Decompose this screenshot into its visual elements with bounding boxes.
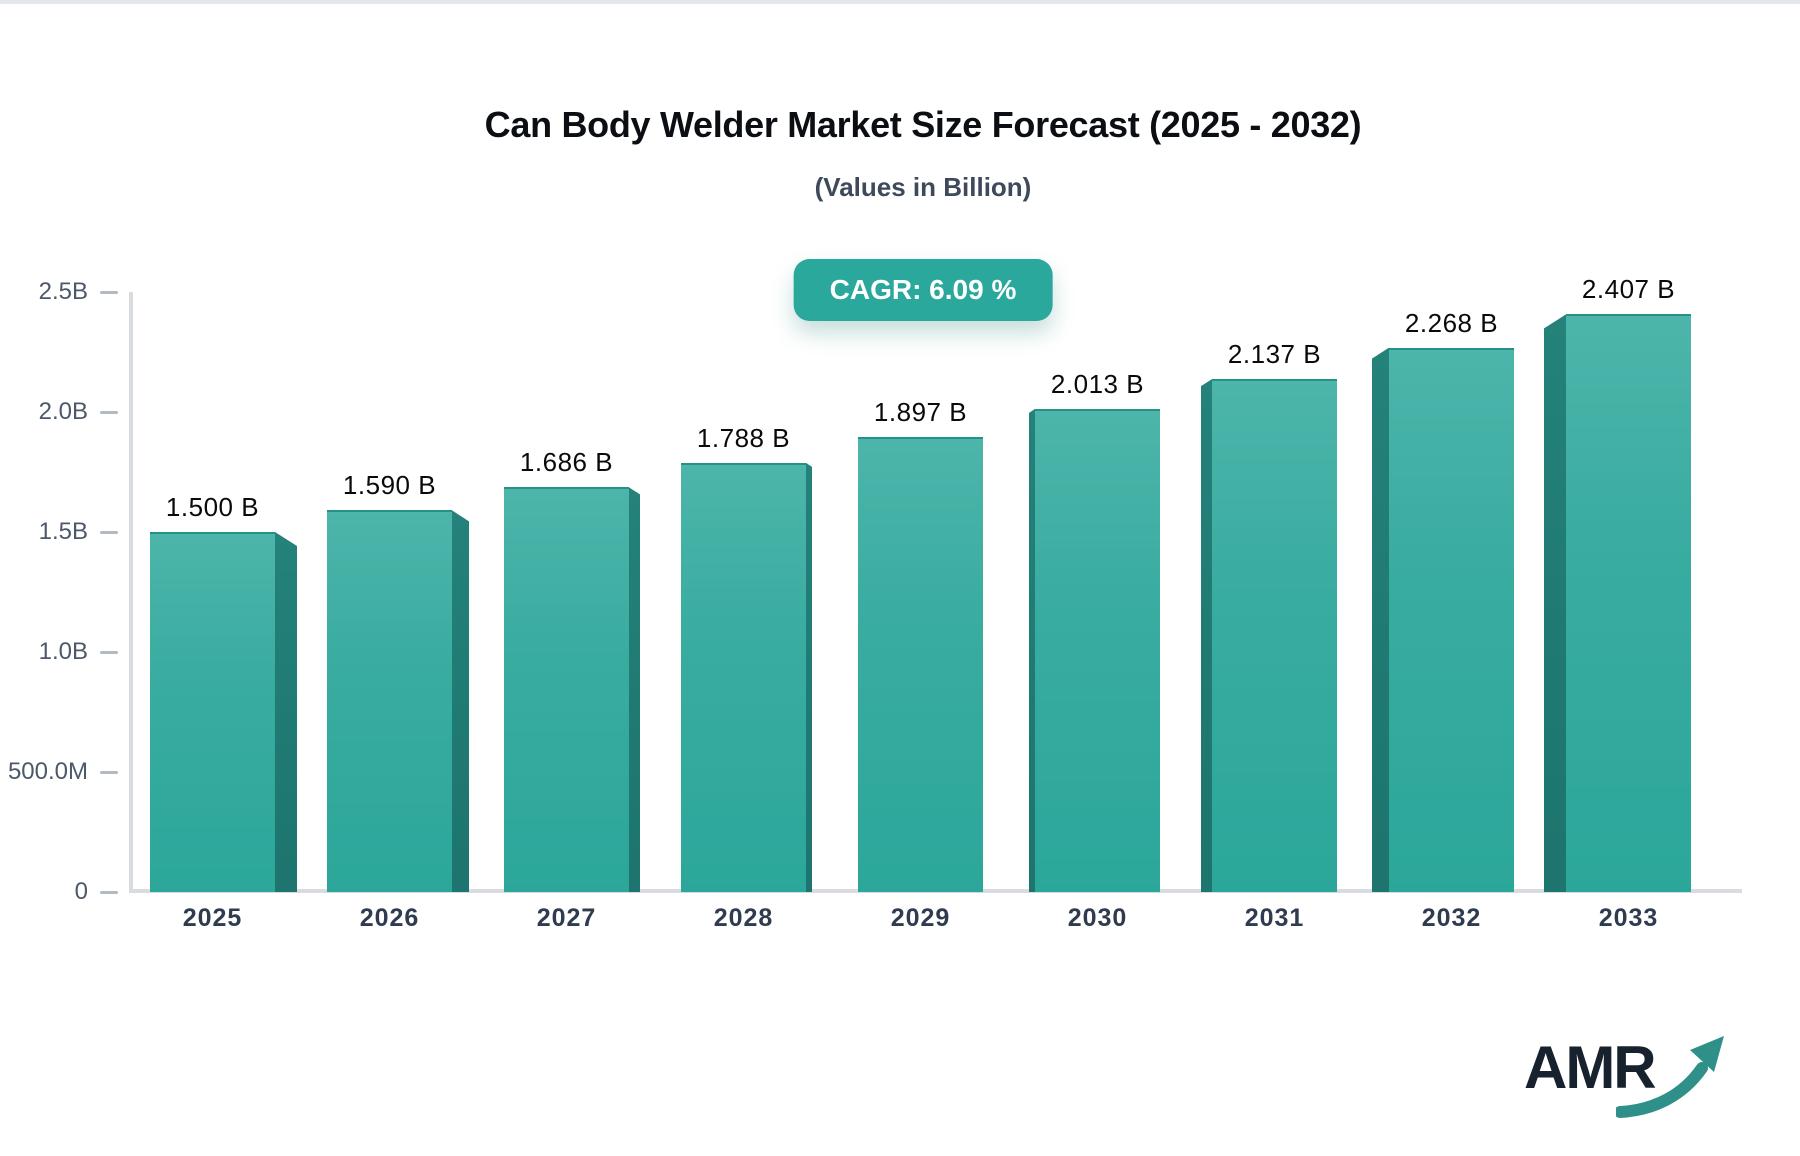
page-subtitle: (Values in Billion) [814,172,1032,202]
y-axis-tick [100,410,118,414]
x-axis-label-2028: 2028 [713,904,774,932]
bar-2031-side-face [1201,379,1212,892]
x-axis-label-2030: 2030 [1067,904,1128,932]
trend-up-arrow-icon [1616,1036,1724,1118]
y-axis-tick [100,650,118,654]
bar-value-label-2032: 2.268 B [1404,307,1499,338]
bar-value-label-2031: 2.137 B [1227,339,1322,370]
bar-2026[interactable] [327,510,452,892]
bar-2032-side-face [1372,347,1389,892]
bar-2033-side-face [1544,314,1566,892]
y-axis-label: 2.5B [38,278,88,305]
x-axis-label-2031: 2031 [1244,904,1305,932]
bar-value-label-2028: 1.788 B [696,422,791,453]
bar-2032[interactable] [1389,347,1514,892]
y-axis-label: 0 [74,878,88,905]
bar-value-label-2025: 1.500 B [165,492,260,522]
x-axis-label-2025: 2025 [182,904,243,932]
y-axis-label: 1.0B [38,638,88,665]
bar-2026-side-face [452,510,469,892]
bar-2027-side-face [629,487,640,892]
x-axis-label-2032: 2032 [1421,904,1482,932]
amr-logo-text: AMR [1524,1034,1657,1101]
bar-2033[interactable] [1566,314,1691,892]
page-title: Can Body Welder Market Size Forecast (20… [484,104,1362,145]
y-axis-tick [100,530,118,534]
plot-area: 0 500.0M 1.0B 1.5B 2.0B 2.5B 1.500 B 2025 1.590 … [0,4,1800,1156]
bar-value-label-2030: 2.013 B [1050,368,1145,399]
y-axis-tick [100,890,118,894]
amr-logo: AMR [1524,1036,1774,1136]
x-axis-label-2029: 2029 [890,904,951,932]
bar-value-label-2029: 1.897 B [873,396,968,427]
x-axis-label-2026: 2026 [359,904,420,932]
bar-2025-side-face [275,532,297,892]
bar-2030-side-face [1029,408,1035,892]
y-axis-label: 500.0M [7,758,88,785]
bar-2030[interactable] [1035,408,1160,892]
cagr-badge: CAGR: 6.09 % [793,259,1053,321]
bar-2027[interactable] [504,487,629,892]
bar-2028[interactable] [681,462,806,892]
y-axis-tick [100,770,118,774]
x-axis-label-2027: 2027 [536,904,597,932]
y-axis-line [129,292,133,892]
x-axis-label-2033: 2033 [1598,904,1659,932]
bar-2028-side-face [806,462,812,892]
y-axis-tick [100,290,118,294]
bar-value-label-2027: 1.686 B [519,447,614,478]
bar-value-label-2026: 1.590 B [342,470,437,501]
bar-value-label-2033: 2.407 B [1581,274,1676,305]
bar-2029[interactable] [858,436,983,892]
y-axis-label: 2.0B [38,398,88,425]
bar-2031[interactable] [1212,379,1337,892]
y-axis-label: 1.5B [38,518,88,545]
bar-2025[interactable] [150,532,275,892]
